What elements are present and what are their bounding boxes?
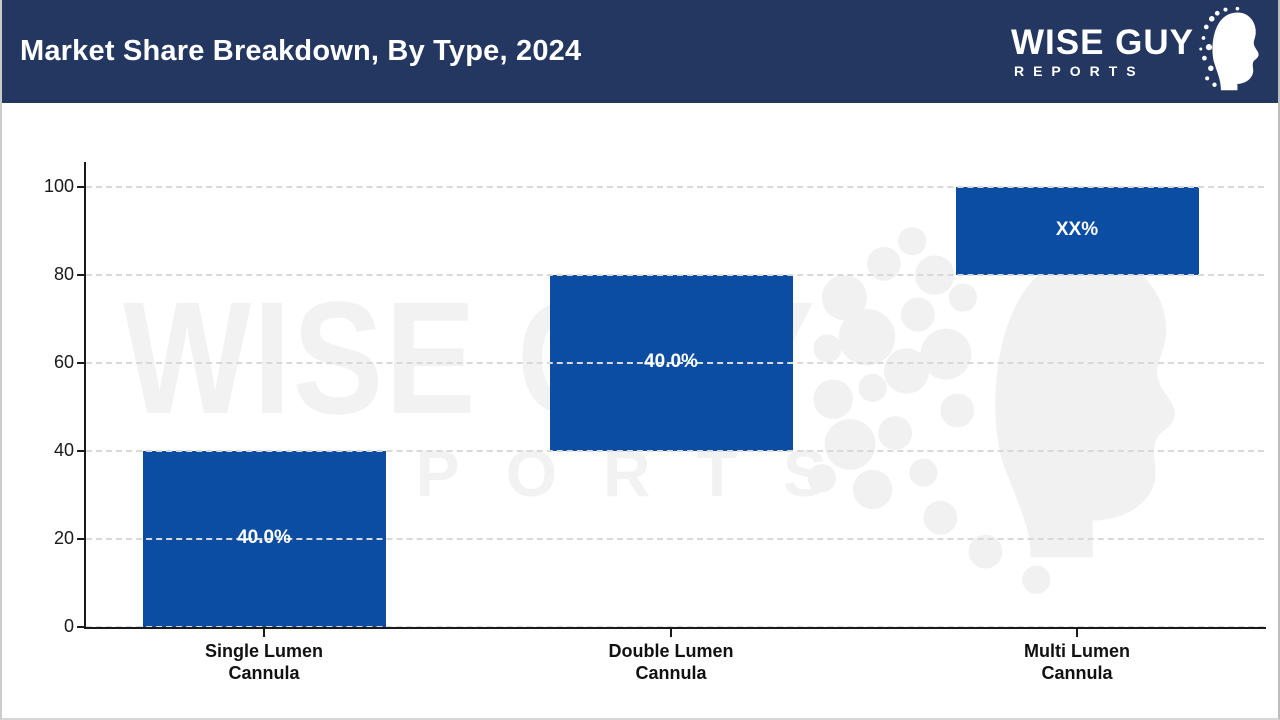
category-label: Double Lumen Cannula bbox=[551, 640, 791, 684]
x-axis-spine bbox=[84, 627, 1266, 629]
y-tickmark bbox=[77, 362, 85, 364]
category-label-line: Cannula bbox=[228, 663, 300, 683]
bar-multi-lumen-cannula bbox=[955, 187, 1199, 275]
category-label-line: Single Lumen bbox=[204, 641, 323, 661]
y-tick-label: 60 bbox=[53, 352, 74, 372]
x-tickmark bbox=[263, 629, 265, 637]
header-bar: Market Share Breakdown, By Type, 2024 WI… bbox=[0, 0, 1280, 103]
y-tick-label: 20 bbox=[53, 528, 74, 548]
category-label: Single Lumen Cannula bbox=[144, 640, 384, 684]
y-tickmark bbox=[77, 450, 85, 452]
y-tickmark bbox=[77, 274, 85, 276]
wiseguy-logo: WISE GUY REPORTS bbox=[1011, 5, 1264, 98]
gridline bbox=[86, 362, 1264, 364]
x-tickmark bbox=[670, 629, 672, 637]
wiseguy-logo-text: WISE GUY REPORTS bbox=[1011, 25, 1194, 78]
gridline bbox=[86, 186, 1264, 188]
y-axis-spine bbox=[84, 162, 86, 629]
x-tickmark bbox=[1076, 629, 1078, 637]
y-tick-label: 40 bbox=[53, 440, 74, 460]
wiseguy-face-icon bbox=[1198, 5, 1264, 98]
y-tickmark bbox=[77, 186, 85, 188]
logo-wordmark: WISE GUY bbox=[1010, 23, 1194, 62]
y-tickmark bbox=[77, 626, 85, 628]
y-tickmark bbox=[77, 538, 85, 540]
y-tick-label: 80 bbox=[53, 264, 74, 284]
category-label: Multi Lumen Cannula bbox=[957, 640, 1197, 684]
bar-value-label: 40.0% bbox=[237, 527, 291, 548]
gridline bbox=[86, 274, 1264, 276]
gridline bbox=[86, 538, 1264, 540]
bar-value-label: XX% bbox=[1055, 219, 1099, 240]
page-title: Market Share Breakdown, By Type, 2024 bbox=[20, 35, 582, 67]
category-label-line: Cannula bbox=[635, 663, 707, 683]
y-tick-label: 0 bbox=[63, 616, 74, 636]
y-tick-label: 100 bbox=[43, 176, 74, 196]
gridline bbox=[86, 450, 1264, 452]
category-label-line: Multi Lumen bbox=[1024, 641, 1130, 661]
bar-value-label: 40.0% bbox=[644, 351, 698, 372]
category-label-line: Double Lumen bbox=[608, 641, 734, 661]
logo-subtitle: REPORTS bbox=[1013, 63, 1145, 79]
category-label-line: Cannula bbox=[1041, 663, 1113, 683]
